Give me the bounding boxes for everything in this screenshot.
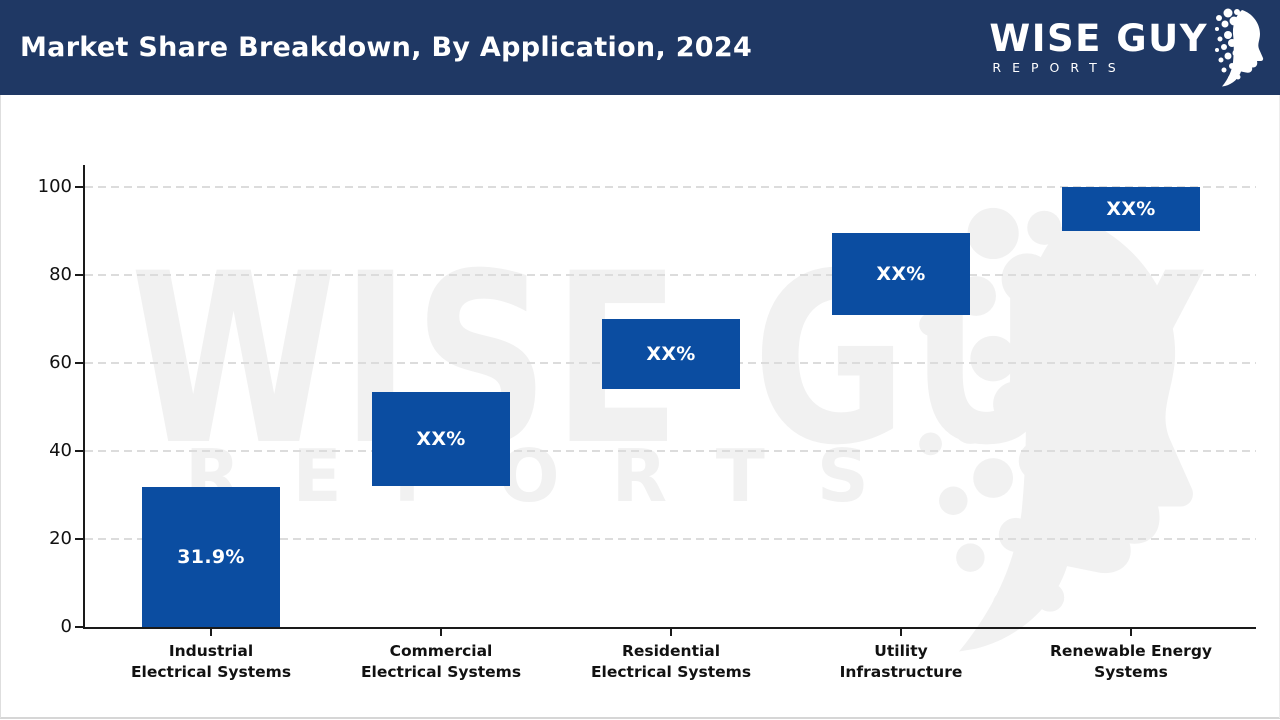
header-bar: Market Share Breakdown, By Application, … <box>0 0 1280 95</box>
bar-value-label-renewable-energy-systems: XX% <box>1106 198 1156 220</box>
y-tick-label-40: 40 <box>49 440 72 461</box>
bar-commercial-electrical-systems: XX% <box>372 391 510 487</box>
y-tick-mark-40 <box>75 450 83 452</box>
x-axis-label-utility-infrastructure: Utility Infrastructure <box>839 642 963 681</box>
x-axis-label-industrial-electrical-systems: Industrial Electrical Systems <box>130 642 292 681</box>
x-tick-mark-residential-electrical-systems <box>670 629 672 636</box>
y-tick-label-60: 60 <box>49 352 72 373</box>
logo-name: WISE GUY <box>989 17 1208 60</box>
bar-industrial-electrical-systems: 31.9% <box>142 486 280 627</box>
x-axis-label-residential-electrical-systems: Residential Electrical Systems <box>590 642 752 681</box>
gridline-80 <box>85 274 1256 276</box>
y-tick-mark-20 <box>75 538 83 540</box>
y-axis-line <box>83 165 85 629</box>
chart-canvas: WISE GUY REPORTS 0 20 40 60 80 100 31.9% Indust… <box>0 95 1280 720</box>
y-tick-mark-100 <box>75 186 83 188</box>
x-tick-mark-commercial-electrical-systems <box>440 629 442 636</box>
y-tick-mark-60 <box>75 362 83 364</box>
page-title: Market Share Breakdown, By Application, … <box>20 32 753 63</box>
bar-value-label-utility-infrastructure: XX% <box>876 262 926 285</box>
logo-subtitle: REPORTS <box>992 60 1127 75</box>
bar-value-label-residential-electrical-systems: XX% <box>646 343 696 366</box>
page-left-border <box>0 95 1 718</box>
logo-wordmark: WISE GUY REPORTS <box>989 20 1208 75</box>
y-tick-label-100: 100 <box>37 176 72 197</box>
x-axis-line <box>83 627 1256 629</box>
y-tick-label-20: 20 <box>49 528 72 549</box>
x-axis-label-commercial-electrical-systems: Commercial Electrical Systems <box>360 642 522 681</box>
gridline-20 <box>85 538 1256 540</box>
bar-value-label-commercial-electrical-systems: XX% <box>416 427 466 450</box>
bar-utility-infrastructure: XX% <box>832 233 970 315</box>
x-axis-label-renewable-energy-systems: Renewable Energy Systems <box>1049 642 1213 681</box>
logo-face-icon <box>1215 8 1264 86</box>
x-tick-mark-industrial-electrical-systems <box>210 629 212 636</box>
x-tick-mark-renewable-energy-systems <box>1130 629 1132 636</box>
gridline-40 <box>85 450 1256 452</box>
y-tick-label-80: 80 <box>49 264 72 285</box>
y-tick-mark-80 <box>75 274 83 276</box>
y-tick-mark-0 <box>75 626 83 628</box>
bar-value-label-industrial-electrical-systems: 31.9% <box>177 545 245 568</box>
bar-renewable-energy-systems: XX% <box>1062 187 1200 231</box>
y-tick-label-0: 0 <box>60 616 72 637</box>
bar-residential-electrical-systems: XX% <box>602 319 740 390</box>
gridline-100 <box>85 186 1256 188</box>
x-tick-mark-utility-infrastructure <box>900 629 902 636</box>
footer-divider <box>0 717 1280 719</box>
brand-logo: WISE GUY REPORTS <box>989 8 1280 88</box>
